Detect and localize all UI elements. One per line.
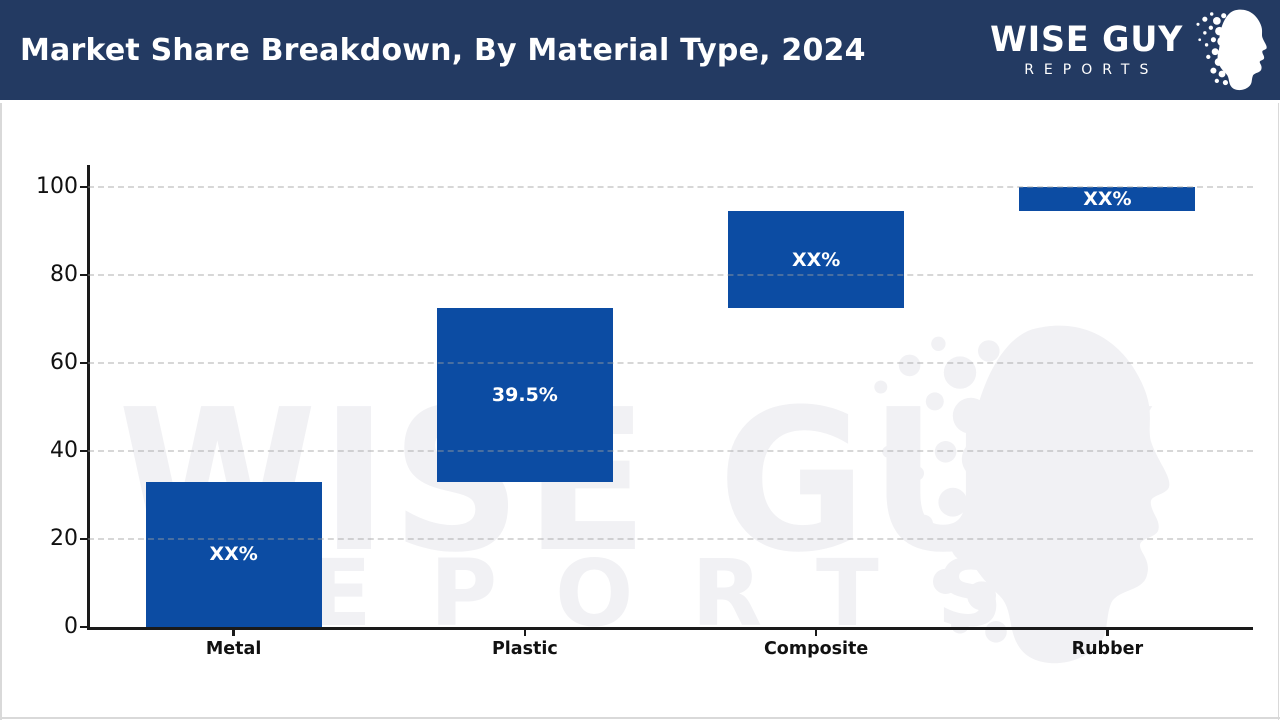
x-tick-mark xyxy=(1106,629,1109,636)
right-hairline xyxy=(1277,103,1279,720)
bar-value-label: XX% xyxy=(209,543,258,566)
y-tick-mark xyxy=(80,185,88,189)
gridline-80 xyxy=(88,274,1253,276)
y-tick-mark xyxy=(80,625,88,629)
y-tick-mark xyxy=(80,273,88,277)
y-tick-mark xyxy=(80,537,88,541)
x-category-label-metal: Metal xyxy=(205,639,262,659)
bar-metal xyxy=(145,481,322,627)
y-tick-label: 60 xyxy=(50,350,78,375)
header-bar: Market Share Breakdown, By Material Type… xyxy=(0,0,1280,100)
x-axis-line xyxy=(87,627,1253,630)
y-tick-label: 20 xyxy=(50,526,78,551)
bar-plastic xyxy=(436,308,613,482)
chart-title: Market Share Breakdown, By Material Type… xyxy=(20,32,866,68)
brand-face-icon xyxy=(1196,9,1267,91)
x-tick-mark xyxy=(232,629,235,636)
x-category-label-plastic: Plastic xyxy=(491,639,558,659)
gridline-100 xyxy=(88,186,1253,188)
x-tick-mark xyxy=(523,629,527,636)
gridline-40 xyxy=(88,450,1253,452)
gridline-20 xyxy=(88,538,1253,540)
brand-logo: WISE GUY REPORTS xyxy=(985,7,1270,93)
x-category-label-composite: Composite xyxy=(763,639,869,659)
bar-rubber xyxy=(1019,187,1196,212)
left-hairline xyxy=(0,103,2,720)
bar-value-label: 39.5% xyxy=(491,383,558,406)
bar-value-label: XX% xyxy=(1083,188,1132,211)
y-tick-mark xyxy=(80,449,88,453)
y-tick-label: 0 xyxy=(64,614,78,639)
brand-name: WISE GUY xyxy=(989,20,1183,60)
y-axis-line xyxy=(87,165,90,630)
bottom-hairline xyxy=(0,717,1280,719)
bar-value-label: XX% xyxy=(791,248,841,271)
x-tick-mark xyxy=(814,629,818,636)
x-category-label-rubber: Rubber xyxy=(1071,639,1144,659)
y-tick-label: 100 xyxy=(36,174,78,199)
gridline-60 xyxy=(88,362,1253,364)
y-tick-label: 80 xyxy=(50,262,78,287)
y-tick-mark xyxy=(80,361,88,365)
y-tick-label: 40 xyxy=(50,438,78,463)
bar-composite xyxy=(728,211,905,308)
brand-logo-text: WISE GUY REPORTS xyxy=(985,20,1188,78)
brand-subtitle: REPORTS xyxy=(1024,62,1159,78)
